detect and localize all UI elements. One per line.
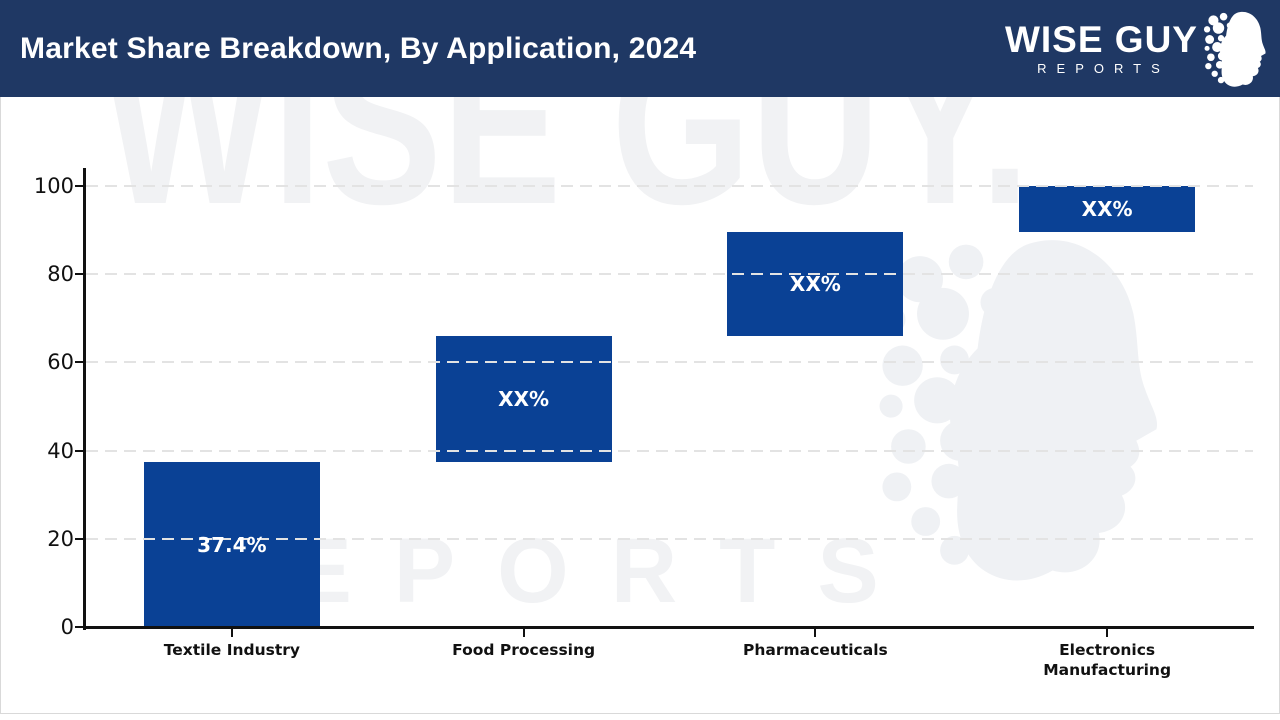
bar-segment: [435, 335, 612, 463]
bar-value-label: XX%: [1081, 196, 1133, 221]
y-axis-tick-label: 40: [47, 438, 74, 463]
header-bar: Market Share Breakdown, By Application, …: [0, 0, 1280, 97]
x-axis-category-label: Electronics Manufacturing: [1043, 641, 1172, 679]
dotted-head-icon: [1203, 11, 1266, 87]
bar-segment: [727, 231, 904, 336]
bar-chart: WISE GUY. REPORTS 0 20 40 60 80 100 37.4% XX% XX…: [0, 9, 1280, 715]
y-axis-tick-label: 60: [47, 350, 74, 375]
y-axis-tick-label: 80: [47, 262, 74, 287]
brand-logo: WISE GUY REPORTS: [1005, 6, 1280, 92]
page-title: Market Share Breakdown, By Application, …: [20, 31, 697, 65]
gridline: [86, 273, 1253, 276]
x-axis-category-label: Pharmaceuticals: [742, 641, 888, 659]
bar-value-label: XX%: [789, 271, 841, 296]
x-axis-line: [83, 626, 1254, 629]
y-axis-tick: [75, 537, 84, 540]
brand-subtitle: REPORTS: [1037, 61, 1170, 76]
x-axis-category-label: Food Processing: [452, 641, 596, 659]
x-axis-category-label: Textile Industry: [163, 641, 301, 659]
y-axis-tick: [75, 626, 84, 628]
bar-value-label: XX%: [498, 387, 550, 411]
y-axis-tick: [75, 361, 84, 364]
y-axis-tick: [75, 273, 84, 276]
y-axis-tick-label: 100: [33, 174, 74, 198]
bar-value-label: 37.4%: [197, 532, 267, 557]
x-axis-tick: [230, 629, 233, 637]
x-axis-tick: [1106, 629, 1109, 637]
brand-name: WISE GUY: [1004, 19, 1198, 60]
y-axis-tick-label: 20: [47, 526, 74, 551]
bar-segment: [1019, 186, 1196, 232]
y-axis-tick: [75, 185, 84, 187]
y-axis-tick-label: 0: [60, 615, 74, 639]
gridline: [86, 537, 1253, 540]
x-axis-tick: [522, 629, 525, 637]
y-axis-tick: [75, 449, 84, 452]
bar-segment: [143, 462, 320, 627]
y-axis-line: [83, 168, 86, 630]
x-axis-tick: [814, 629, 817, 637]
gridline: [86, 185, 1253, 187]
gridline: [86, 361, 1253, 364]
gridline: [86, 449, 1253, 452]
